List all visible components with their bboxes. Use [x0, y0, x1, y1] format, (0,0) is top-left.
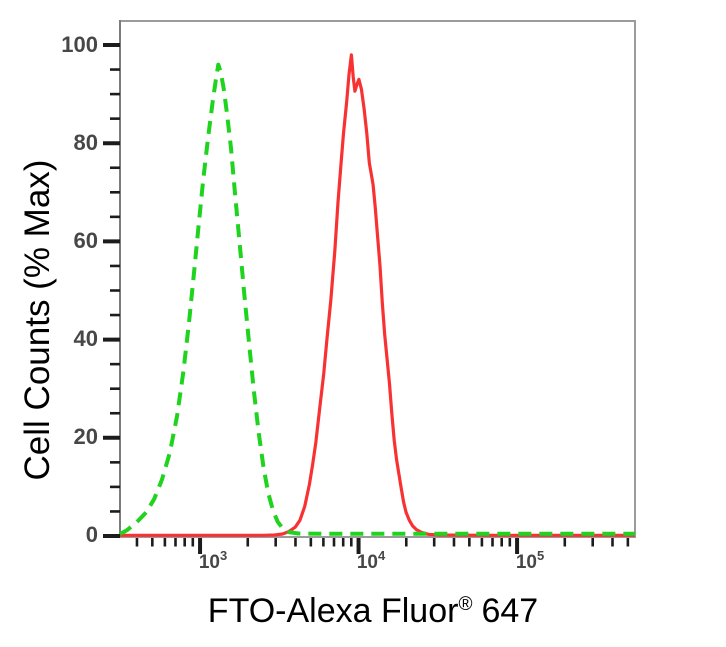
histogram-curves — [119, 53, 635, 537]
x-tick-label-1e3: 103 — [198, 548, 227, 574]
curve-negative-control-green-dashed — [119, 62, 635, 536]
x-tick-base: 10 — [198, 552, 220, 573]
x-tick-base: 10 — [356, 552, 378, 573]
x-axis-ticks — [135, 538, 630, 554]
x-tick-exponent: 3 — [219, 548, 228, 563]
y-axis-title: Cell Counts (% Max) — [18, 159, 57, 481]
x-axis-title-suffix: 647 — [481, 592, 539, 630]
y-tick-label-40: 40 — [73, 326, 98, 351]
x-axis-title: FTO-Alexa Fluor® 647 — [10, 592, 726, 631]
x-tick-base: 10 — [515, 552, 537, 573]
x-tick-label-1e5: 105 — [515, 548, 544, 574]
x-tick-label-1e4: 104 — [356, 548, 385, 574]
y-tick-label-100: 100 — [61, 32, 98, 57]
plot-frame — [119, 20, 636, 538]
y-tick-label-60: 60 — [73, 228, 98, 253]
x-axis-title-main: FTO-Alexa Fluor — [207, 592, 459, 630]
curve-stained-sample-red-solid — [120, 53, 635, 537]
registered-trademark-symbol: ® — [458, 594, 473, 615]
y-tick-label-80: 80 — [73, 130, 98, 155]
y-tick-label-20: 20 — [73, 424, 98, 449]
x-tick-exponent: 5 — [536, 548, 545, 563]
x-tick-exponent: 4 — [377, 548, 386, 563]
y-axis-ticks — [103, 43, 120, 538]
y-tick-label-0: 0 — [85, 522, 98, 547]
